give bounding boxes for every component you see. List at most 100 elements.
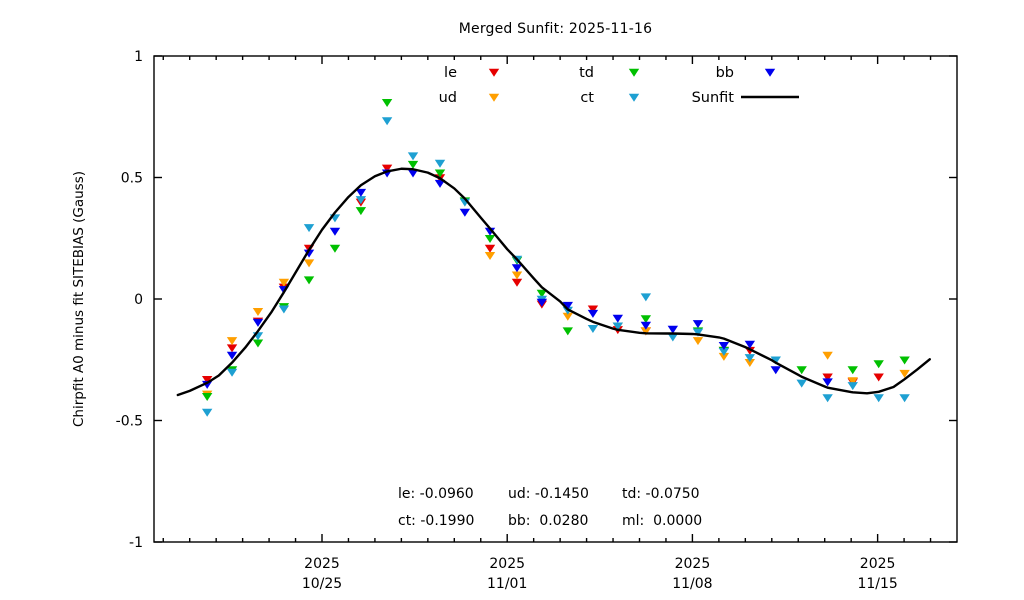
data-point-bb (822, 378, 833, 387)
data-point-td (562, 327, 573, 336)
legend-label-ct: ct (580, 90, 594, 106)
data-point-ct (303, 224, 315, 233)
legend-marker-bb (764, 68, 776, 77)
x-tick-label-year: 2025 (489, 556, 525, 572)
data-point-td (899, 356, 910, 365)
data-point-ct (718, 348, 730, 357)
x-tick-label-date: 10/25 (302, 576, 342, 592)
x-tick-label-date: 11/15 (857, 576, 897, 592)
data-point-ct (434, 159, 446, 168)
data-point-ct (822, 394, 833, 403)
x-tick-label-date: 11/01 (487, 576, 527, 592)
data-point-le (484, 244, 496, 253)
data-point-le (201, 375, 213, 384)
sunfit-curve (176, 167, 931, 397)
data-point-bb (459, 208, 471, 217)
data-point-bb (226, 351, 238, 360)
data-point-bb (612, 314, 624, 323)
data-point-ct (744, 354, 756, 363)
annotation-bb: bb: 0.0280 (508, 513, 589, 529)
chart-title: Merged Sunfit: 2025-11-16 (458, 21, 653, 37)
y-tick-label: -0.5 (116, 414, 143, 430)
data-point-bb (770, 366, 781, 375)
data-point-ct (226, 368, 238, 377)
legend-marker-td (628, 68, 640, 77)
legend-label-td: td (579, 65, 594, 81)
legend-label-bb: bb (716, 65, 734, 81)
data-point-ct (873, 394, 884, 403)
data-point-ct (847, 382, 858, 391)
data-point-td (201, 393, 213, 401)
data-point-le (511, 278, 523, 287)
data-point-ct (355, 196, 367, 205)
data-point-td (303, 276, 315, 285)
data-point-td (355, 207, 367, 216)
data-point-td (796, 366, 807, 375)
data-point-bb (692, 320, 704, 329)
annotation-ud: ud: -0.1450 (508, 486, 589, 502)
data-point-ct (796, 379, 807, 388)
data-point-td (847, 366, 858, 375)
data-point-td (329, 244, 341, 253)
legend-marker-ct (628, 93, 640, 102)
data-point-td (873, 360, 884, 369)
x-tick-label-year: 2025 (860, 556, 896, 572)
data-point-ud (718, 352, 730, 361)
data-point-td (434, 169, 446, 178)
annotation-ml: ml: 0.0000 (622, 513, 703, 529)
data-point-ct (640, 293, 652, 302)
data-point-ct (407, 152, 419, 161)
data-point-ct (278, 305, 290, 314)
data-point-ud (562, 312, 573, 321)
data-point-ct (899, 394, 910, 403)
y-tick-label: 0 (134, 292, 143, 308)
legend-marker-le (488, 68, 500, 77)
data-point-td (640, 315, 652, 324)
data-point-ud (744, 358, 756, 367)
y-tick-label: -1 (129, 535, 143, 551)
data-point-ct (692, 328, 704, 337)
y-tick-label: 0.5 (121, 171, 143, 187)
data-point-ud (484, 252, 496, 261)
x-tick-label-year: 2025 (675, 556, 711, 572)
data-point-ud (899, 369, 910, 378)
data-point-bb (434, 179, 446, 188)
data-point-ud (640, 327, 652, 336)
data-point-le (822, 373, 833, 382)
data-point-td (252, 339, 264, 348)
data-point-bb (303, 249, 315, 258)
annotation-ct: ct: -0.1990 (398, 513, 475, 529)
y-tick-label: 1 (134, 49, 143, 65)
data-point-bb (536, 298, 548, 307)
x-tick-label-date: 11/08 (672, 576, 712, 592)
data-point-ud (278, 278, 290, 287)
data-point-le (381, 164, 393, 173)
data-point-td (407, 160, 419, 169)
data-point-bb (562, 301, 573, 310)
plot-frame (153, 55, 958, 543)
data-point-td (381, 98, 393, 107)
data-point-ud (226, 337, 238, 346)
site-bias-annotation: le: -0.0960 ud: -0.1450 td: -0.0750 ct: … (398, 481, 702, 535)
data-point-ud (847, 377, 858, 386)
data-point-bb (355, 188, 367, 197)
data-point-bb (252, 318, 264, 327)
data-point-bb (484, 227, 496, 236)
data-point-le (587, 305, 599, 314)
data-point-ct (587, 324, 599, 333)
data-point-ud (303, 259, 315, 268)
legend-label-ud: ud (439, 90, 457, 106)
data-point-ud (252, 307, 264, 316)
data-point-bb (511, 264, 523, 273)
data-point-ct (770, 356, 781, 365)
annotation-td: td: -0.0750 (622, 486, 700, 502)
data-point-bb (587, 309, 599, 318)
data-point-bb (744, 340, 756, 349)
data-point-le (226, 344, 238, 353)
data-point-ud (692, 337, 704, 346)
data-point-ct (612, 322, 624, 331)
data-point-ud (511, 271, 523, 280)
legend-label-le: le (444, 65, 457, 81)
data-point-ct (381, 117, 393, 126)
legend-marker-ud (488, 93, 500, 102)
